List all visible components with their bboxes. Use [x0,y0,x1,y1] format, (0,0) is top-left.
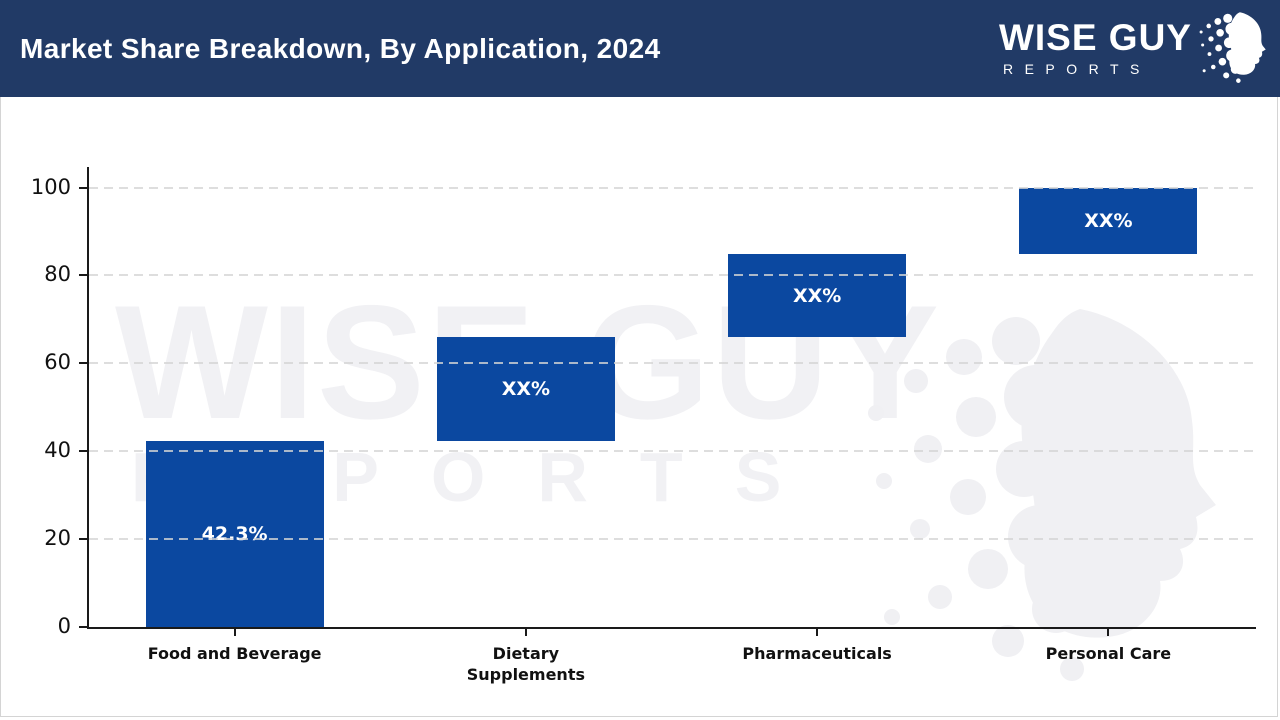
waterfall-chart: 42.3% XX% XX% XX% 0 20 40 60 80 100 Food and Bever… [1,97,1279,717]
x-tick-pharmaceuticals [816,629,819,636]
bar-value-label-personal-care: XX% [1084,209,1133,232]
x-tick-label-dietary-supplements: Dietary Supplements [466,644,585,684]
logo-subtext: REPORTS [1002,61,1151,77]
y-tick-20 [79,538,87,541]
chart-card: WISE GUY REPORTS 42.3%XX%XX%XX%020406080… [0,97,1278,717]
x-tick-label-personal-care: Personal Care [1045,644,1172,663]
y-tick-label-60: 60 [44,350,71,375]
y-tick-label-100: 100 [30,174,71,199]
y-tick-label-80: 80 [44,262,71,287]
y-axis-line [87,167,89,629]
y-tick-100 [79,186,87,189]
logo-wordmark: WISE GUY [998,17,1192,58]
x-tick-food-and-beverage [233,629,236,636]
gridline-100 [89,186,1254,189]
y-tick-label-20: 20 [44,526,71,551]
bar-dietary-supplements [436,337,615,442]
bar-food-and-beverage [145,441,324,627]
y-tick-label-40: 40 [44,438,71,463]
logo-head-icon [1192,9,1268,87]
gridline-60 [89,362,1254,365]
bar-value-label-pharmaceuticals: XX% [792,284,842,307]
x-tick-label-food-and-beverage: Food and Beverage [147,644,322,663]
header-bar: Market Share Breakdown, By Application, … [0,0,1280,97]
bar-value-label-food-and-beverage: 42.3% [201,523,268,546]
gridline-20 [89,538,1254,541]
y-tick-80 [79,274,87,277]
bar-value-label-dietary-supplements: XX% [501,378,551,401]
gridline-80 [89,274,1254,277]
y-tick-label-0: 0 [57,614,71,638]
y-tick-40 [79,450,87,453]
x-tick-dietary-supplements [524,629,527,636]
x-tick-personal-care [1107,629,1110,636]
bar-personal-care [1019,187,1198,255]
y-tick-0 [79,626,87,628]
wiseguy-logo: WISE GUY REPORTS [999,9,1268,87]
logo-text: WISE GUY REPORTS [999,19,1192,77]
x-axis-line [87,627,1256,629]
gridline-40 [89,450,1254,453]
bar-pharmaceuticals [728,254,907,338]
y-tick-60 [79,362,87,365]
x-tick-label-pharmaceuticals: Pharmaceuticals [742,644,892,663]
chart-title: Market Share Breakdown, By Application, … [20,32,661,64]
